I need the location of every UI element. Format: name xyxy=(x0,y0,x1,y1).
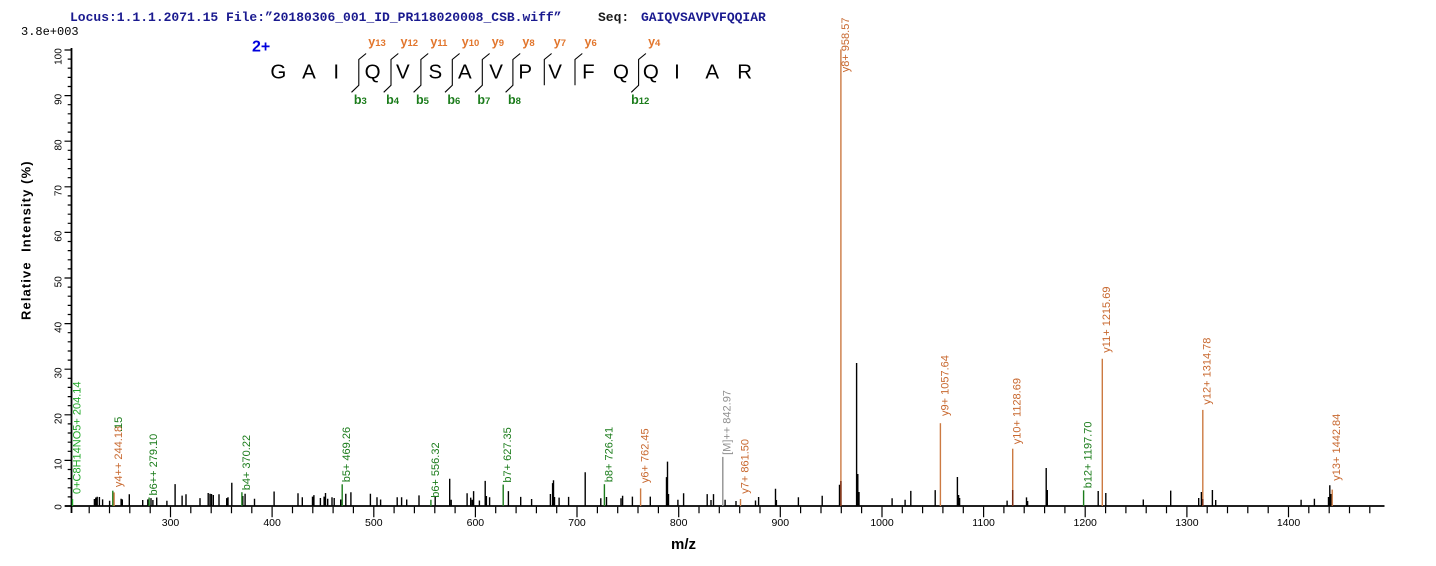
svg-text:y4++ 244.18: y4++ 244.18 xyxy=(113,426,125,487)
svg-text:F: F xyxy=(582,60,595,83)
svg-text:GAIQVSAVPVFQQIAR: GAIQVSAVPVFQQIAR xyxy=(641,10,766,25)
svg-text:b7+ 627.35: b7+ 627.35 xyxy=(502,427,514,482)
svg-text:b6: b6 xyxy=(447,93,460,107)
svg-text:b8: b8 xyxy=(508,93,521,107)
svg-text:y6+ 762.45: y6+ 762.45 xyxy=(640,428,652,483)
svg-text:V: V xyxy=(548,60,562,83)
svg-text:b3: b3 xyxy=(354,93,367,107)
svg-text:A: A xyxy=(705,60,719,83)
svg-text:y12+ 1314.78: y12+ 1314.78 xyxy=(1202,338,1214,405)
svg-text:1100: 1100 xyxy=(972,517,995,529)
svg-text:90: 90 xyxy=(54,93,65,105)
svg-text:y7+ 861.50: y7+ 861.50 xyxy=(739,439,751,494)
svg-text:V: V xyxy=(396,60,410,83)
svg-text:50: 50 xyxy=(54,276,65,288)
svg-text:1200: 1200 xyxy=(1074,517,1098,529)
svg-text:Locus:1.1.1.2071.15 File:”2018: Locus:1.1.1.2071.15 File:”20180306_001_I… xyxy=(70,10,561,25)
svg-text:R: R xyxy=(737,60,752,83)
svg-text:y10: y10 xyxy=(462,35,480,49)
svg-text:y9+ 1057.64: y9+ 1057.64 xyxy=(939,355,951,416)
svg-text:I: I xyxy=(333,60,339,83)
svg-text:.15: .15 xyxy=(113,417,125,432)
svg-text:500: 500 xyxy=(365,517,383,529)
svg-text:b8+ 726.41: b8+ 726.41 xyxy=(603,427,615,482)
svg-text:V: V xyxy=(489,60,503,83)
svg-text:800: 800 xyxy=(670,517,688,529)
svg-text:600: 600 xyxy=(467,517,485,529)
svg-text:I: I xyxy=(674,60,680,83)
svg-text:m/z: m/z xyxy=(671,536,696,553)
svg-text:700: 700 xyxy=(568,517,586,529)
svg-text:y8+ 958.57: y8+ 958.57 xyxy=(840,18,852,73)
svg-text:b6+ 556.32: b6+ 556.32 xyxy=(430,442,442,497)
svg-text:b12+ 1197.70: b12+ 1197.70 xyxy=(1083,422,1095,489)
svg-text:10: 10 xyxy=(54,458,65,470)
svg-text:70: 70 xyxy=(54,185,65,197)
svg-text:1400: 1400 xyxy=(1277,517,1301,529)
svg-text:0: 0 xyxy=(54,504,65,510)
svg-text:80: 80 xyxy=(54,139,65,151)
svg-text:y13+ 1442.84: y13+ 1442.84 xyxy=(1331,414,1343,481)
svg-text:[M]++ 842.97: [M]++ 842.97 xyxy=(722,390,734,455)
svg-text:30: 30 xyxy=(54,367,65,379)
svg-text:y7: y7 xyxy=(554,35,566,49)
svg-text:b6++ 279.10: b6++ 279.10 xyxy=(148,434,160,496)
svg-text:y10+ 1128.69: y10+ 1128.69 xyxy=(1012,378,1024,444)
svg-text:3.8e+003: 3.8e+003 xyxy=(21,25,79,39)
svg-text:y8: y8 xyxy=(522,35,534,49)
svg-text:Q: Q xyxy=(613,60,629,83)
svg-text:b4: b4 xyxy=(386,93,400,107)
svg-text:300: 300 xyxy=(162,517,180,529)
svg-text:b5: b5 xyxy=(416,93,430,107)
svg-text:2+: 2+ xyxy=(252,39,270,56)
svg-text:A: A xyxy=(302,60,316,83)
svg-text:P: P xyxy=(518,60,532,83)
svg-text:y4: y4 xyxy=(648,35,661,49)
svg-text:20: 20 xyxy=(54,413,65,425)
svg-text:y6: y6 xyxy=(585,35,597,49)
svg-text:b4+ 370.22: b4+ 370.22 xyxy=(241,435,253,490)
svg-text:y13: y13 xyxy=(368,35,386,49)
svg-text:1000: 1000 xyxy=(870,517,894,529)
svg-text:60: 60 xyxy=(54,230,65,242)
svg-text:Seq:: Seq: xyxy=(598,10,629,25)
svg-text:40: 40 xyxy=(54,321,65,333)
svg-text:b12: b12 xyxy=(631,93,649,107)
svg-text:Q: Q xyxy=(643,60,659,83)
svg-text:400: 400 xyxy=(263,517,281,529)
svg-text:S: S xyxy=(429,60,443,83)
svg-text:100: 100 xyxy=(54,48,65,65)
svg-text:y11+ 1215.69: y11+ 1215.69 xyxy=(1101,287,1113,353)
svg-text:Q: Q xyxy=(365,60,381,83)
svg-text:A: A xyxy=(458,60,472,83)
svg-text:y9: y9 xyxy=(492,35,504,49)
svg-text:900: 900 xyxy=(772,517,790,529)
svg-text:b5+ 469.26: b5+ 469.26 xyxy=(341,427,353,482)
svg-text:y11: y11 xyxy=(430,35,448,49)
svg-text:0+C8H14NO5+ 204.14: 0+C8H14NO5+ 204.14 xyxy=(71,381,83,494)
svg-text:y12: y12 xyxy=(401,35,419,49)
svg-text:1300: 1300 xyxy=(1175,517,1199,529)
svg-text:G: G xyxy=(270,60,286,83)
svg-text:Relative Intensity (%): Relative Intensity (%) xyxy=(19,160,34,320)
svg-text:b7: b7 xyxy=(477,93,490,107)
